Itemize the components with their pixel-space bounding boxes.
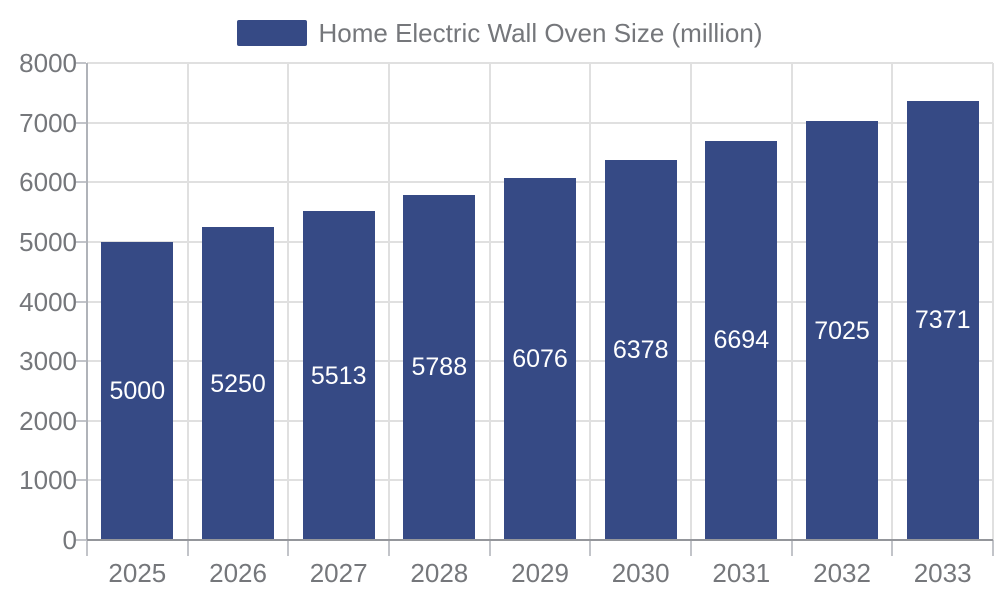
y-tick (76, 121, 86, 124)
x-tick (589, 540, 592, 556)
bar-2029[interactable] (504, 177, 576, 540)
bar-2032[interactable] (806, 121, 878, 540)
x-gridline (488, 63, 491, 540)
y-tick (76, 62, 86, 64)
x-tick-label: 2027 (309, 558, 368, 588)
x-gridline (690, 63, 692, 540)
y-tick-label: 7000 (19, 107, 77, 138)
x-gridline (388, 63, 390, 540)
bar-2028[interactable] (403, 194, 476, 540)
x-tick-label: 2026 (209, 558, 267, 588)
y-tick (76, 479, 86, 482)
x-gridline (287, 63, 290, 540)
x-tick (287, 540, 290, 556)
legend-item[interactable]: Home Electric Wall Oven Size (million) (0, 19, 1000, 47)
x-tick-label: 2030 (611, 558, 670, 588)
y-tick-label: 0 (62, 525, 77, 555)
bar-2031[interactable] (705, 140, 778, 540)
y-tick-label: 1000 (19, 465, 77, 496)
x-tick-label: 2033 (913, 558, 972, 588)
bar-2026[interactable] (202, 227, 274, 540)
y-tick-label: 8000 (19, 48, 77, 78)
x-gridline (891, 63, 894, 540)
y-gridline (87, 121, 993, 124)
x-tick (86, 540, 88, 556)
y-tick-label: 5000 (19, 226, 77, 257)
y-tick-label: 6000 (19, 167, 77, 198)
y-tick-label: 3000 (19, 346, 77, 377)
x-tick-label: 2025 (108, 558, 167, 588)
legend-label: Home Electric Wall Oven Size (million) (318, 18, 763, 48)
y-axis-line (86, 63, 88, 540)
x-tick (690, 540, 692, 556)
y-tick (76, 360, 86, 363)
bar-2033[interactable] (906, 100, 979, 540)
x-tick-label: 2029 (511, 558, 569, 588)
y-gridline (87, 62, 993, 64)
x-tick (790, 540, 793, 556)
x-tick (992, 540, 994, 556)
x-tick (186, 540, 189, 556)
x-tick-label: 2028 (410, 558, 469, 588)
bar-2030[interactable] (604, 159, 677, 540)
x-tick (388, 540, 390, 556)
x-gridline (790, 63, 793, 540)
y-tick (76, 240, 86, 243)
x-tick-label: 2032 (813, 558, 871, 588)
y-tick-label: 4000 (19, 286, 77, 317)
plot-area: 0 1000 2000 3000 4000 5000 6000 7000 8000 5000 202… (19, 50, 994, 586)
x-gridline (186, 63, 189, 540)
bar-2025[interactable] (101, 241, 174, 540)
y-tick-label: 2000 (19, 405, 77, 436)
x-tick (891, 540, 894, 556)
x-tick-label: 2031 (712, 558, 771, 588)
y-tick (76, 419, 86, 422)
x-gridline (992, 63, 994, 540)
x-gridline (589, 63, 592, 540)
x-axis-line (87, 539, 993, 541)
y-tick (76, 539, 86, 541)
legend-swatch (237, 20, 308, 46)
y-tick (76, 181, 86, 184)
x-tick (488, 540, 491, 556)
bar-2027[interactable] (302, 211, 375, 540)
y-tick (76, 300, 86, 303)
